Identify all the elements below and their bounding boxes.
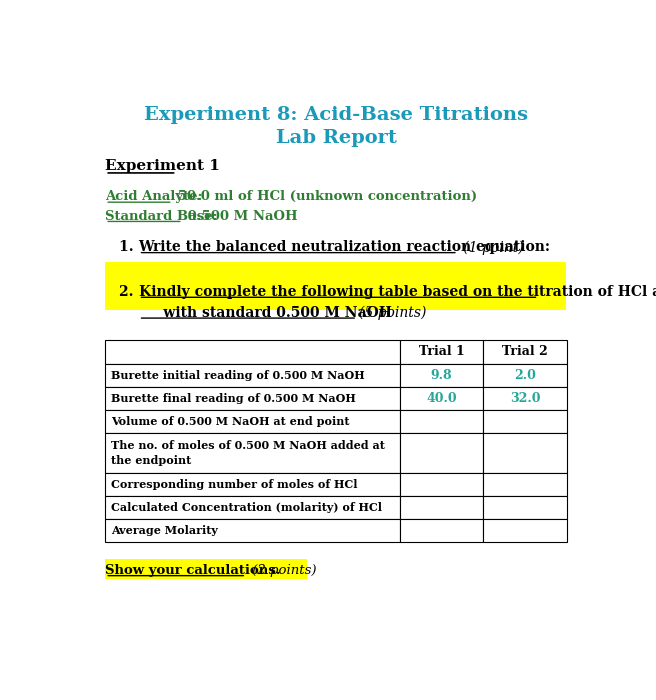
Text: Experiment 8: Acid-Base Titrations: Experiment 8: Acid-Base Titrations xyxy=(144,106,528,124)
FancyBboxPatch shape xyxy=(400,473,483,496)
FancyBboxPatch shape xyxy=(400,496,483,519)
FancyBboxPatch shape xyxy=(400,386,483,410)
FancyBboxPatch shape xyxy=(400,410,483,433)
FancyBboxPatch shape xyxy=(483,410,567,433)
FancyBboxPatch shape xyxy=(105,262,566,309)
Text: Experiment 1: Experiment 1 xyxy=(105,160,220,174)
Text: Write the balanced neutralization reaction equation:: Write the balanced neutralization reacti… xyxy=(138,240,550,254)
Text: 2.: 2. xyxy=(119,285,144,299)
FancyBboxPatch shape xyxy=(105,559,307,579)
Text: Corresponding number of moles of HCl: Corresponding number of moles of HCl xyxy=(112,479,358,490)
FancyBboxPatch shape xyxy=(105,340,400,363)
Text: Volume of 0.500 M NaOH at end point: Volume of 0.500 M NaOH at end point xyxy=(112,416,350,427)
FancyBboxPatch shape xyxy=(400,519,483,542)
Text: (1 point): (1 point) xyxy=(459,240,524,255)
Text: Burette initial reading of 0.500 M NaOH: Burette initial reading of 0.500 M NaOH xyxy=(112,370,365,381)
Text: The no. of moles of 0.500 M NaOH added at: The no. of moles of 0.500 M NaOH added a… xyxy=(112,440,385,451)
FancyBboxPatch shape xyxy=(483,386,567,410)
Text: 2.0: 2.0 xyxy=(514,369,536,382)
Text: Standard Base:: Standard Base: xyxy=(105,209,218,223)
Text: 0.500 M NaOH: 0.500 M NaOH xyxy=(183,209,297,223)
FancyBboxPatch shape xyxy=(105,433,400,473)
Text: (2 points): (2 points) xyxy=(248,564,316,577)
FancyBboxPatch shape xyxy=(483,433,567,473)
Text: Trial 2: Trial 2 xyxy=(502,346,548,358)
FancyBboxPatch shape xyxy=(483,519,567,542)
Text: 1.: 1. xyxy=(119,240,144,254)
FancyBboxPatch shape xyxy=(483,363,567,386)
FancyBboxPatch shape xyxy=(105,363,400,386)
Text: Lab Report: Lab Report xyxy=(276,129,397,147)
FancyBboxPatch shape xyxy=(400,433,483,473)
FancyBboxPatch shape xyxy=(400,363,483,386)
Text: 40.0: 40.0 xyxy=(426,392,457,405)
FancyBboxPatch shape xyxy=(483,496,567,519)
FancyBboxPatch shape xyxy=(483,473,567,496)
Text: 9.8: 9.8 xyxy=(431,369,453,382)
Text: Trial 1: Trial 1 xyxy=(419,346,464,358)
FancyBboxPatch shape xyxy=(105,496,400,519)
FancyBboxPatch shape xyxy=(105,386,400,410)
FancyBboxPatch shape xyxy=(105,519,400,542)
Text: (5 points): (5 points) xyxy=(359,306,426,320)
FancyBboxPatch shape xyxy=(105,473,400,496)
FancyBboxPatch shape xyxy=(400,340,483,363)
FancyBboxPatch shape xyxy=(105,410,400,433)
Text: Acid Analyte:: Acid Analyte: xyxy=(105,190,203,203)
Text: the endpoint: the endpoint xyxy=(112,455,192,466)
Text: with standard 0.500 M NaOH: with standard 0.500 M NaOH xyxy=(138,306,396,320)
Text: Kindly complete the following table based on the titration of HCl analyte: Kindly complete the following table base… xyxy=(138,285,656,299)
FancyBboxPatch shape xyxy=(483,340,567,363)
Text: 50.0 ml of HCl (unknown concentration): 50.0 ml of HCl (unknown concentration) xyxy=(173,190,477,203)
Text: Average Molarity: Average Molarity xyxy=(112,525,218,536)
Text: 32.0: 32.0 xyxy=(510,392,541,405)
Text: Calculated Concentration (molarity) of HCl: Calculated Concentration (molarity) of H… xyxy=(112,502,382,513)
Text: Burette final reading of 0.500 M NaOH: Burette final reading of 0.500 M NaOH xyxy=(112,393,356,404)
Text: Show your calculations.: Show your calculations. xyxy=(105,564,281,577)
